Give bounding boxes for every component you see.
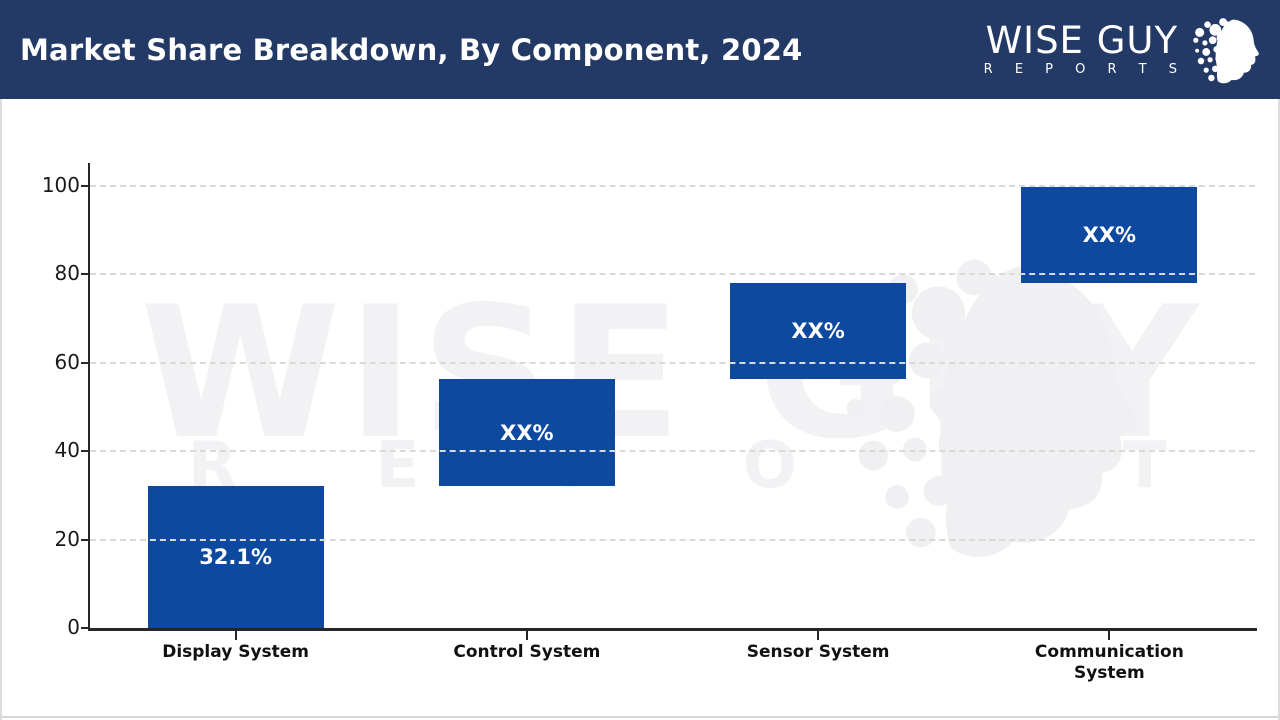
brand-logo-text: WISE GUY R E P O R T S — [978, 18, 1186, 78]
x-axis-line — [88, 628, 1257, 631]
header-bar: Market Share Breakdown, By Component, 20… — [0, 0, 1280, 99]
brand-face-icon — [1193, 17, 1259, 83]
bar-value-label: XX% — [500, 420, 554, 445]
bar: XX% — [438, 379, 615, 486]
bar: XX% — [730, 283, 907, 380]
y-tick-mark — [81, 361, 90, 364]
gridline — [90, 361, 1255, 364]
brand-subtitle: R E P O R T S — [983, 62, 1186, 78]
page-title: Market Share Breakdown, By Component, 20… — [20, 32, 803, 67]
bar: 32.1% — [147, 485, 324, 628]
bar-value-label: 32.1% — [199, 544, 273, 569]
gridline — [90, 538, 1255, 541]
y-tick-label: 100 — [41, 172, 80, 197]
x-tick-mark — [525, 631, 528, 640]
y-tick-mark — [81, 450, 90, 452]
bottom-divider — [0, 716, 1280, 718]
gridline — [90, 450, 1255, 452]
y-tick-label: 0 — [67, 615, 80, 639]
chart-area: WISE GUY R E P O R T S 02040608010032.1%… — [0, 99, 1280, 720]
bar-value-label: XX% — [1082, 223, 1137, 248]
y-axis-line — [88, 163, 90, 631]
gridline — [90, 184, 1255, 187]
y-tick-mark — [81, 538, 90, 541]
category-label: Display System — [162, 642, 310, 662]
brand-name: WISE GUY — [985, 18, 1179, 62]
gridline — [90, 273, 1255, 275]
y-tick-label: 40 — [54, 438, 80, 462]
y-tick-mark — [81, 273, 90, 275]
category-label: Control System — [453, 642, 601, 662]
y-tick-mark — [81, 184, 90, 187]
y-tick-mark — [81, 627, 90, 629]
category-label: Communication System — [1034, 642, 1184, 684]
bar-value-label: XX% — [791, 319, 845, 344]
category-label: Sensor System — [746, 642, 890, 662]
x-tick-mark — [234, 631, 237, 640]
brand-logo: WISE GUY R E P O R T S — [978, 8, 1280, 92]
y-tick-label: 20 — [54, 526, 80, 551]
x-tick-mark — [817, 631, 820, 640]
x-tick-mark — [1108, 631, 1111, 640]
y-tick-label: 60 — [54, 349, 80, 374]
bar: XX% — [1021, 187, 1198, 284]
y-tick-label: 80 — [54, 261, 80, 285]
